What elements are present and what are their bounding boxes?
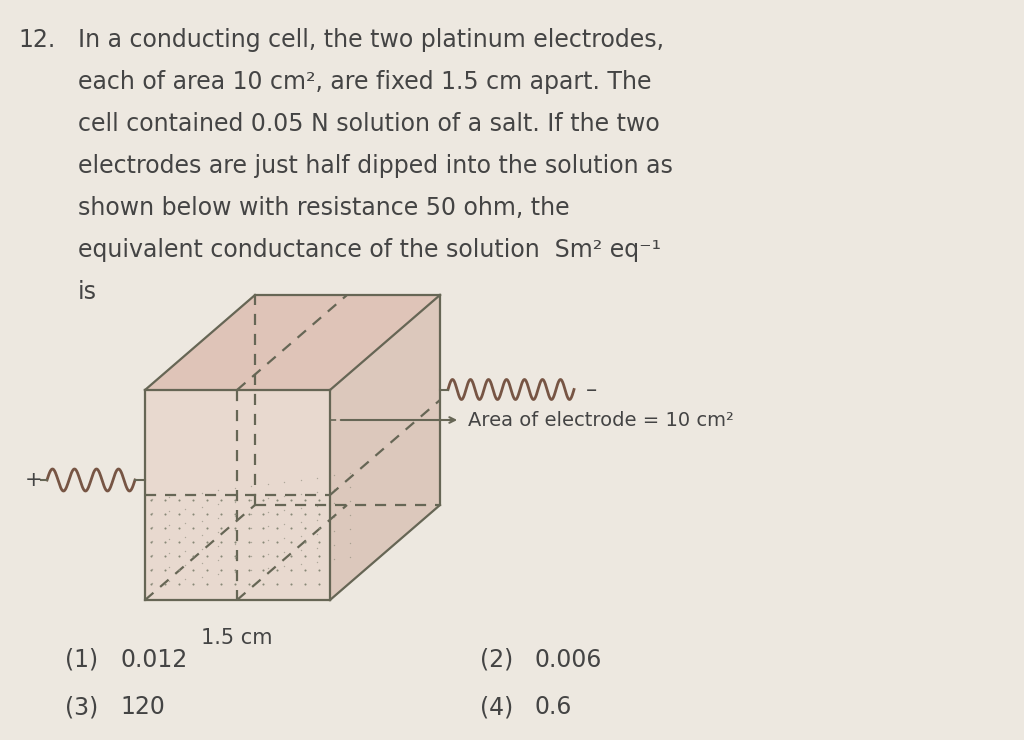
Text: Area of electrode = 10 cm²: Area of electrode = 10 cm² xyxy=(468,411,734,429)
Text: 120: 120 xyxy=(120,695,165,719)
Text: –: – xyxy=(586,380,597,400)
Text: 0.012: 0.012 xyxy=(120,648,187,672)
Polygon shape xyxy=(145,390,330,600)
Text: (1): (1) xyxy=(65,648,98,672)
Text: +: + xyxy=(26,470,43,490)
Text: (2): (2) xyxy=(480,648,513,672)
Text: electrodes are just half dipped into the solution as: electrodes are just half dipped into the… xyxy=(78,154,673,178)
Polygon shape xyxy=(145,295,440,390)
Text: 12.: 12. xyxy=(18,28,55,52)
Polygon shape xyxy=(330,295,440,600)
Text: In a conducting cell, the two platinum electrodes,: In a conducting cell, the two platinum e… xyxy=(78,28,664,52)
Text: 0.6: 0.6 xyxy=(535,695,572,719)
Text: is: is xyxy=(78,280,97,304)
Text: equivalent conductance of the solution  Sm² eq⁻¹: equivalent conductance of the solution S… xyxy=(78,238,662,262)
Text: 0.006: 0.006 xyxy=(535,648,602,672)
Text: 1.5 cm: 1.5 cm xyxy=(202,628,272,648)
Text: cell contained 0.05 N solution of a salt. If the two: cell contained 0.05 N solution of a salt… xyxy=(78,112,659,136)
Text: (3): (3) xyxy=(65,695,98,719)
Text: each of area 10 cm², are fixed 1.5 cm apart. The: each of area 10 cm², are fixed 1.5 cm ap… xyxy=(78,70,651,94)
Text: (4): (4) xyxy=(480,695,513,719)
Text: shown below with resistance 50 ohm, the: shown below with resistance 50 ohm, the xyxy=(78,196,569,220)
